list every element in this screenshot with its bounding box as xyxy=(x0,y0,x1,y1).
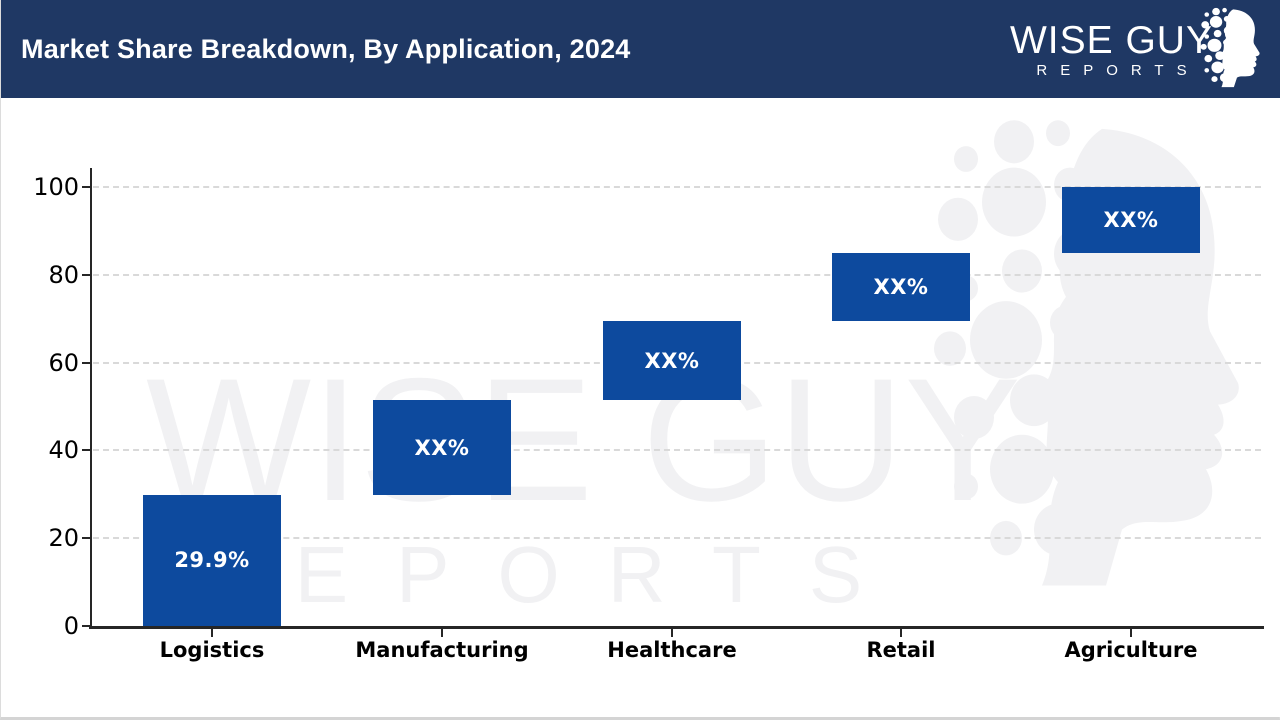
x-axis-category-label-manufacturing: Manufacturing xyxy=(355,638,529,662)
bar-value-label: 29.9% xyxy=(174,548,250,573)
bar-healthcare: XX% xyxy=(603,320,741,401)
bar-agriculture: XX% xyxy=(1062,187,1200,253)
y-axis-tick-label-20: 20 xyxy=(48,524,79,553)
dotted-head-icon xyxy=(1200,7,1260,88)
x-axis-category-label-healthcare: Healthcare xyxy=(607,638,737,662)
gridline-80 xyxy=(93,273,1261,276)
y-tick-mark-60 xyxy=(82,361,91,364)
logo-text: WISE GUY REPORTS xyxy=(1010,21,1213,78)
y-axis-tick-label-40: 40 xyxy=(48,436,79,465)
x-axis-spine xyxy=(89,626,1264,629)
bar-value-label: XX% xyxy=(873,274,929,299)
bar-retail: XX% xyxy=(832,252,970,321)
y-axis-tick-label-100: 100 xyxy=(33,173,79,201)
logo-wordmark: WISE GUY xyxy=(1009,18,1213,62)
y-tick-mark-0 xyxy=(82,625,91,627)
watermark-subtitle: REPORTS xyxy=(189,530,911,619)
x-axis-category-label-logistics: Logistics xyxy=(159,638,265,662)
y-tick-mark-80 xyxy=(82,273,91,276)
x-tick-mark-logistics xyxy=(211,629,213,637)
y-axis-tick-label-0: 0 xyxy=(63,612,79,640)
x-axis-category-label-agriculture: Agriculture xyxy=(1064,638,1198,662)
x-tick-mark-retail xyxy=(900,629,902,637)
y-axis-tick-label-60: 60 xyxy=(48,348,79,377)
y-axis-spine xyxy=(90,168,92,629)
logo-subtitle: REPORTS xyxy=(1036,61,1200,79)
page-title: Market Share Breakdown, By Application, … xyxy=(21,33,631,64)
x-tick-mark-manufacturing xyxy=(441,629,443,637)
gridline-40 xyxy=(93,449,1261,452)
gridline-20 xyxy=(93,537,1261,540)
gridline-100 xyxy=(93,186,1261,188)
x-axis-category-label-retail: Retail xyxy=(866,638,936,662)
y-axis-tick-label-80: 80 xyxy=(48,260,79,289)
x-tick-mark-healthcare xyxy=(671,629,673,637)
watermark-wordmark: WISE GUY xyxy=(146,343,1022,538)
bar-value-label: XX% xyxy=(644,348,700,373)
header-bar: Market Share Breakdown, By Application, … xyxy=(1,0,1280,98)
y-tick-mark-100 xyxy=(82,186,91,188)
bar-manufacturing: XX% xyxy=(373,400,511,495)
wise-guy-reports-logo: WISE GUY REPORTS xyxy=(1010,5,1261,93)
bar-value-label: XX% xyxy=(414,435,470,460)
bar-value-label: XX% xyxy=(1103,207,1159,232)
bar-logistics: 29.9% xyxy=(143,494,281,626)
y-tick-mark-20 xyxy=(82,537,91,540)
y-tick-mark-40 xyxy=(82,449,91,452)
x-tick-mark-agriculture xyxy=(1130,629,1132,637)
